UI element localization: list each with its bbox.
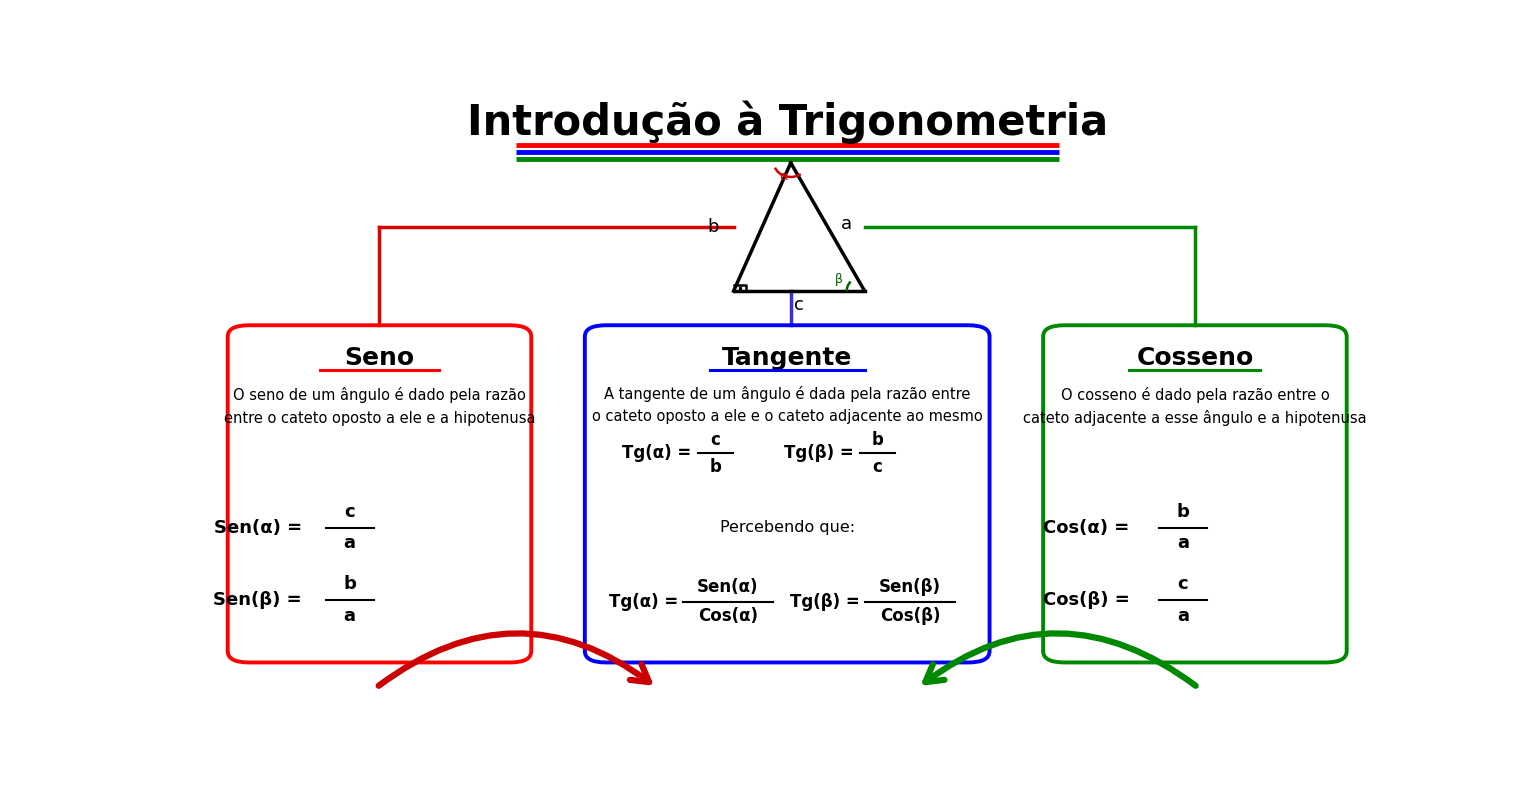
Text: c: c xyxy=(1178,576,1189,594)
Text: b: b xyxy=(710,458,722,476)
Text: Tangente: Tangente xyxy=(722,345,852,370)
FancyArrowPatch shape xyxy=(925,633,1195,686)
Text: c: c xyxy=(794,296,803,314)
Text: a: a xyxy=(1177,534,1189,552)
Text: c: c xyxy=(344,503,355,521)
Text: b: b xyxy=(1177,503,1189,521)
Text: b: b xyxy=(343,576,356,594)
Text: Sen(α): Sen(α) xyxy=(697,578,759,596)
Text: Tg(α) =: Tg(α) = xyxy=(608,593,677,611)
Text: O seno de um ângulo é dado pela razão
entre o cateto oposto a ele e a hipotenusa: O seno de um ângulo é dado pela razão en… xyxy=(224,388,535,426)
Text: A tangente de um ângulo é dada pela razão entre
o cateto oposto a ele e o cateto: A tangente de um ângulo é dada pela razã… xyxy=(591,386,983,424)
Text: Tg(β) =: Tg(β) = xyxy=(791,593,860,611)
Text: O cosseno é dado pela razão entre o
cateto adjacente a esse ângulo e a hipotenus: O cosseno é dado pela razão entre o cate… xyxy=(1023,387,1367,427)
FancyArrowPatch shape xyxy=(379,633,650,686)
Text: a: a xyxy=(344,607,356,624)
Text: Cos(β) =: Cos(β) = xyxy=(1043,591,1129,609)
Text: Sen(α) =: Sen(α) = xyxy=(214,518,303,537)
Text: α: α xyxy=(779,170,788,183)
Text: Introdução à Trigonometria: Introdução à Trigonometria xyxy=(467,101,1107,144)
Text: β: β xyxy=(834,273,842,286)
Text: Tg(α) =: Tg(α) = xyxy=(622,444,691,462)
Text: a: a xyxy=(344,534,356,552)
Text: b: b xyxy=(708,218,719,236)
Text: Sen(β) =: Sen(β) = xyxy=(214,591,303,609)
Text: Cos(β): Cos(β) xyxy=(880,607,940,625)
Text: Percebendo que:: Percebendo que: xyxy=(720,520,854,535)
Text: a: a xyxy=(842,215,852,233)
Text: c: c xyxy=(711,431,720,448)
Text: Cos(α): Cos(α) xyxy=(697,607,757,625)
Text: Seno: Seno xyxy=(344,345,415,370)
Text: a: a xyxy=(1177,607,1189,624)
Text: Sen(β): Sen(β) xyxy=(879,578,942,596)
Text: Tg(β) =: Tg(β) = xyxy=(783,444,854,462)
Text: c: c xyxy=(872,458,882,476)
Text: Cos(α) =: Cos(α) = xyxy=(1043,518,1129,537)
Text: b: b xyxy=(871,431,883,448)
Text: Cosseno: Cosseno xyxy=(1137,345,1253,370)
